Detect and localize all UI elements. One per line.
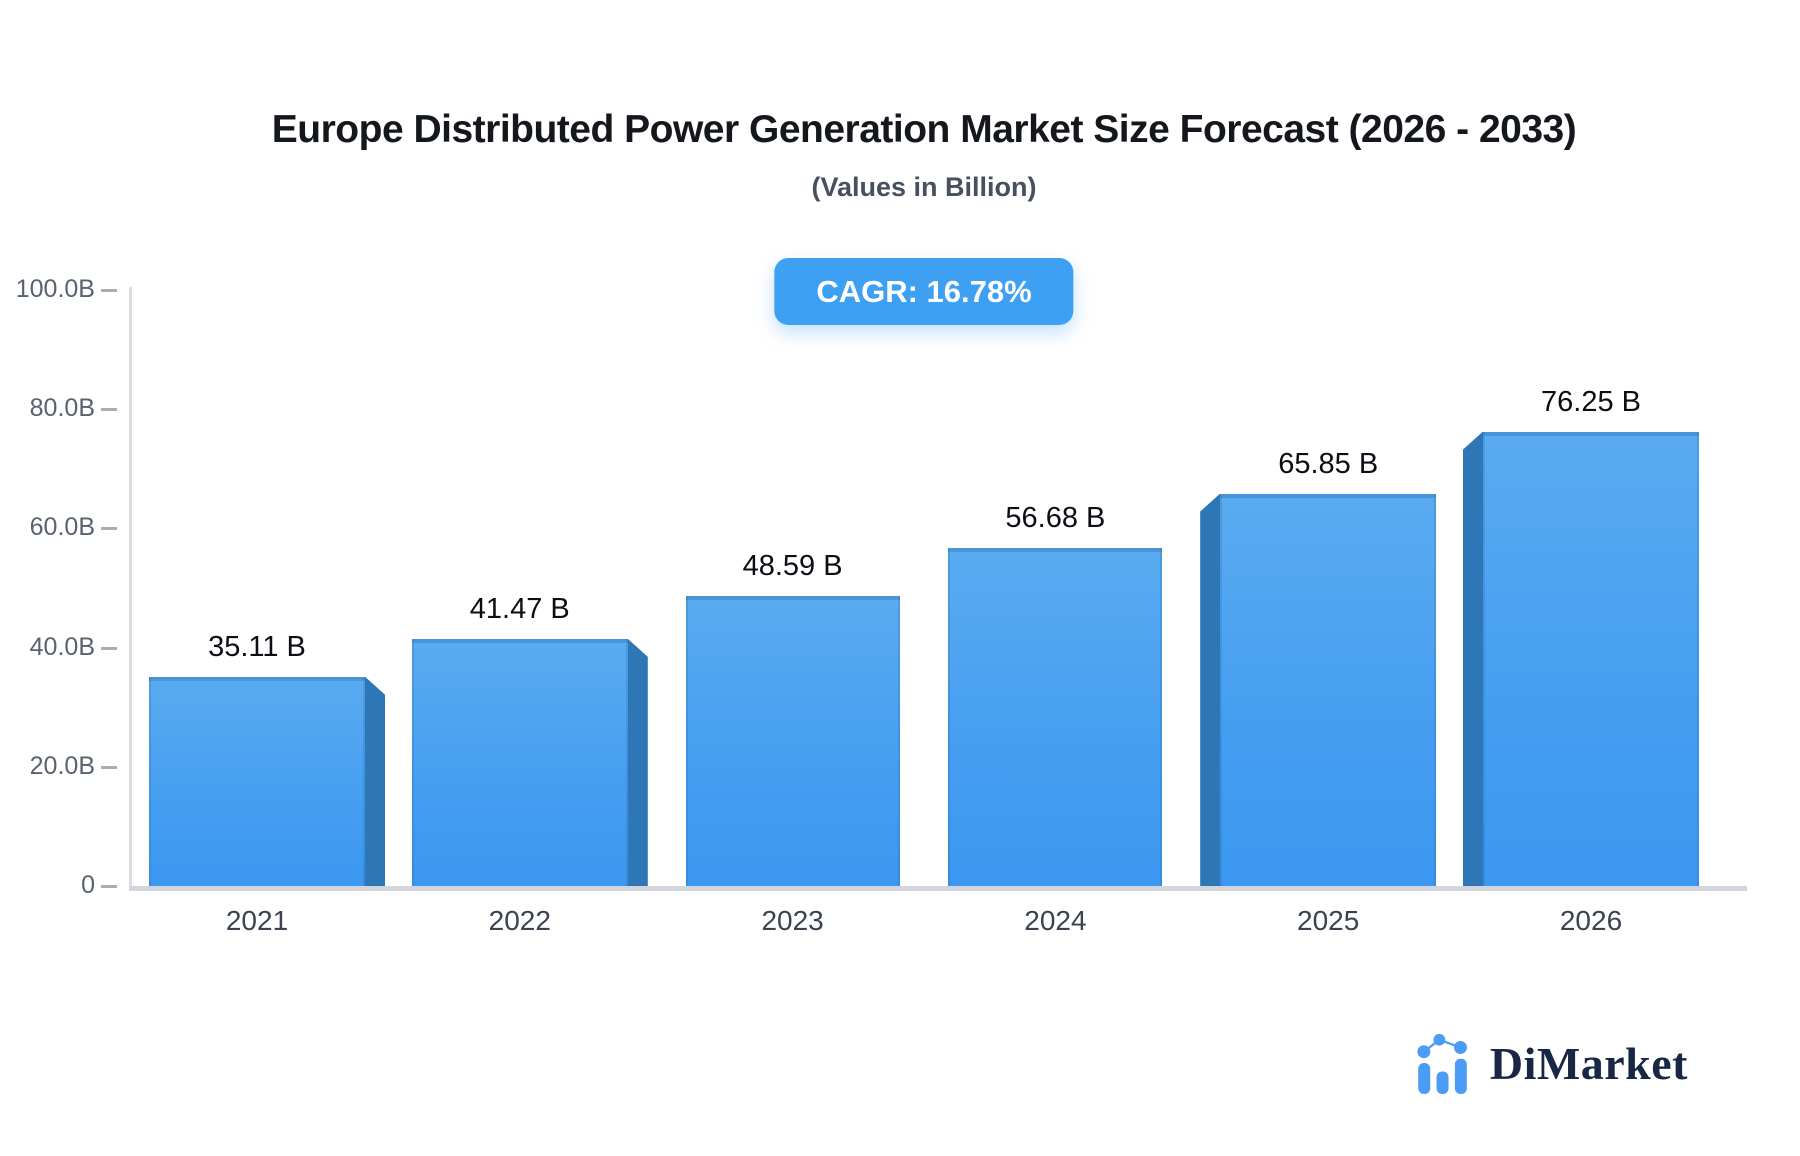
y-tick-mark — [101, 885, 117, 888]
dimarket-logo-text: DiMarket — [1489, 1037, 1688, 1089]
bar-line-chart-icon — [1416, 1032, 1474, 1094]
bar-2026 — [1483, 431, 1699, 886]
bar-2023 — [685, 596, 900, 886]
value-label: 48.59 B — [742, 550, 843, 583]
x-axis-baseline — [129, 886, 1747, 891]
y-tick-label: 40.0B — [29, 632, 95, 661]
value-label: 76.25 B — [1541, 385, 1641, 418]
bar-side-3d — [627, 638, 648, 886]
y-tick-label: 0 — [81, 871, 95, 899]
y-tick-mark — [101, 289, 117, 292]
x-axis-label: 2026 — [1559, 905, 1623, 936]
value-label: 65.85 B — [1278, 447, 1379, 480]
value-label: 56.68 B — [1005, 502, 1106, 535]
x-axis-label: 2023 — [761, 905, 824, 936]
x-axis-label: 2022 — [488, 905, 551, 936]
bar-side-3d — [365, 676, 385, 886]
y-tick-label: 60.0B — [29, 513, 95, 542]
bar-2024 — [948, 548, 1163, 886]
y-tick-mark — [101, 527, 117, 531]
bar-side-3d — [1200, 493, 1221, 886]
y-tick-mark — [101, 408, 117, 412]
cagr-badge: CAGR: 16.78% — [774, 258, 1074, 325]
bar-side-3d — [1463, 431, 1483, 886]
bar-2025 — [1220, 493, 1437, 886]
y-tick-label: 100.0B — [15, 275, 95, 303]
x-axis-label: 2024 — [1024, 905, 1087, 936]
bar-2022 — [411, 638, 628, 886]
y-tick-label: 20.0B — [29, 751, 95, 780]
value-label: 41.47 B — [469, 592, 570, 625]
y-tick-label: 80.0B — [29, 394, 95, 423]
x-axis-label: 2021 — [225, 905, 289, 936]
y-tick-mark — [101, 765, 117, 769]
y-axis-line — [129, 287, 132, 891]
x-axis-label: 2025 — [1297, 905, 1360, 936]
dimarket-logo: DiMarket — [1416, 1032, 1688, 1094]
page-subtitle: (Values in Billion) — [811, 172, 1037, 202]
page-title: Europe Distributed Power Generation Mark… — [271, 108, 1577, 151]
y-tick-mark — [101, 646, 117, 650]
bar-2021 — [149, 676, 365, 886]
value-label: 35.11 B — [208, 630, 306, 663]
